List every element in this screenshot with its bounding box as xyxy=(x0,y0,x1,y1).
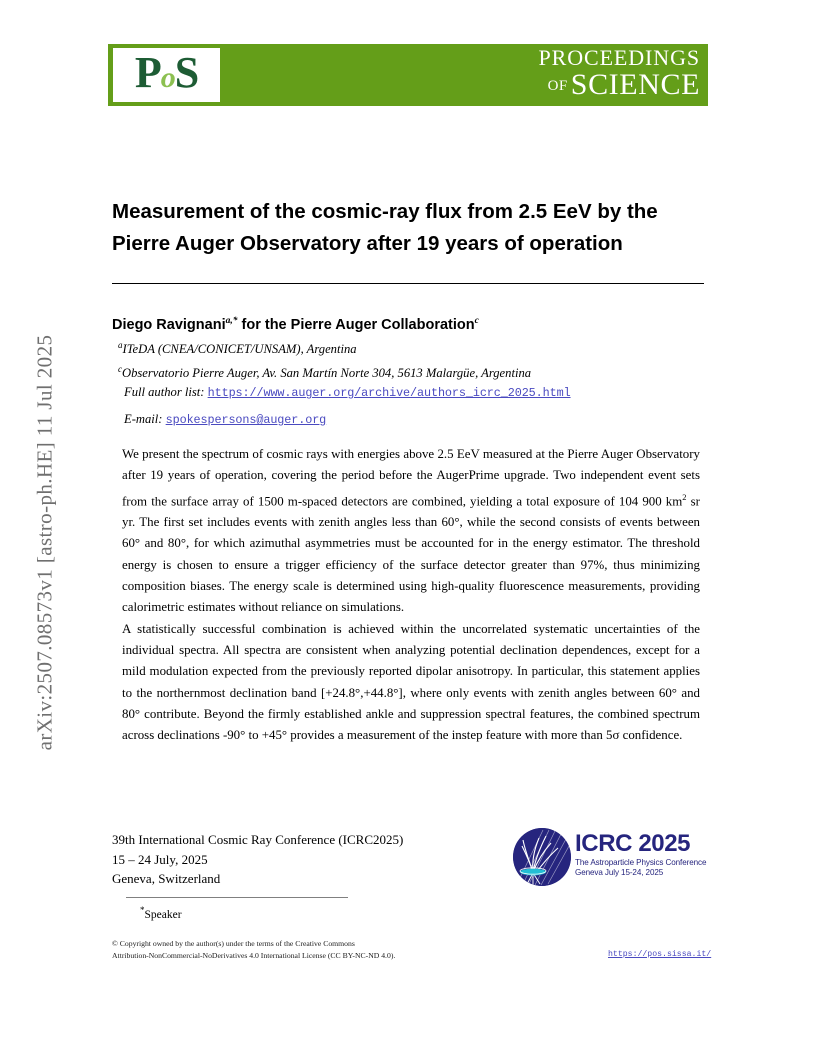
full-author-list-link[interactable]: https://www.auger.org/archive/authors_ic… xyxy=(207,386,571,401)
pos-logo-s: S xyxy=(174,48,200,97)
pos-logo-text: PoS xyxy=(134,48,200,97)
email-link[interactable]: spokespersons@auger.org xyxy=(165,413,327,428)
conference-location: Geneva, Switzerland xyxy=(112,871,221,886)
footnote-divider xyxy=(126,897,348,898)
pos-site-link[interactable]: https://pos.sissa.it/ xyxy=(608,950,712,959)
pos-wordmark-of: OF xyxy=(547,78,568,94)
abstract: We present the spectrum of cosmic rays w… xyxy=(122,444,700,746)
icrc-badge-icon xyxy=(513,828,571,886)
pos-wordmark: PROCEEDINGS OF SCIENCE xyxy=(539,47,700,100)
arxiv-stamp-text: arXiv:2507.08573v1 [astro-ph.HE] 11 Jul … xyxy=(32,334,57,751)
pos-logo-p: P xyxy=(134,48,162,97)
author-name: Diego Ravignani xyxy=(112,316,226,333)
author-line: Diego Ravignania,* for the Pierre Auger … xyxy=(112,312,708,334)
icrc-wordmark-text: ICRC 2025 xyxy=(575,830,691,857)
footnote-marker: * xyxy=(140,905,145,915)
conference-dates: 15 – 24 July, 2025 xyxy=(112,851,208,867)
copyright-line-1: © Copyright owned by the author(s) under… xyxy=(112,939,355,948)
pos-logo-o: o xyxy=(160,61,176,94)
copyright-notice: © Copyright owned by the author(s) under… xyxy=(112,938,532,961)
affiliation-c-marker: c xyxy=(118,364,122,375)
abstract-paragraph-1: We present the spectrum of cosmic rays w… xyxy=(122,444,700,619)
icrc-wordmark: ICRC 2025 The Astroparticle Physics Conf… xyxy=(575,831,709,878)
icrc-logo: ICRC 2025 The Astroparticle Physics Conf… xyxy=(513,828,709,888)
arxiv-stamp: arXiv:2507.08573v1 [astro-ph.HE] 11 Jul … xyxy=(0,0,57,1056)
abstract-p1-exponent: 2 xyxy=(682,491,687,502)
air-shower-icon xyxy=(513,828,571,886)
conference-name: 39th International Cosmic Ray Conference… xyxy=(112,832,404,847)
footnote-text: Speaker xyxy=(144,908,182,921)
abstract-p1-post: sr yr. The first set includes events wit… xyxy=(122,493,700,615)
icrc-tagline-2: Geneva July 15-24, 2025 xyxy=(575,868,664,877)
email-label: E-mail: xyxy=(124,412,163,427)
pos-wordmark-line2: OF SCIENCE xyxy=(539,70,700,100)
icrc-tagline-1: The Astroparticle Physics Conference xyxy=(575,858,707,867)
page-title: Measurement of the cosmic-ray flux from … xyxy=(112,200,658,255)
title-divider xyxy=(112,283,704,284)
affiliation-a-marker: a xyxy=(118,339,123,350)
conference-info: 39th International Cosmic Ray Conference… xyxy=(112,830,512,889)
pos-logo: PoS xyxy=(113,48,220,102)
full-author-list: Full author list: https://www.auger.org/… xyxy=(112,384,708,402)
affiliation-a-text: ITeDA (CNEA/CONICET/UNSAM), Argentina xyxy=(122,342,357,357)
author-collaboration-text: for the Pierre Auger Collaboration xyxy=(237,316,475,333)
footnote-speaker: *Speaker xyxy=(140,903,182,923)
abstract-paragraph-2: A statistically successful combination i… xyxy=(122,621,700,743)
pos-wordmark-line1: PROCEEDINGS xyxy=(538,45,700,70)
author-block: Diego Ravignania,* for the Pierre Auger … xyxy=(112,312,708,429)
author-affiliation-marker: a,* xyxy=(225,316,238,326)
collaboration-affiliation-marker: c xyxy=(474,316,479,326)
pos-wordmark-science: SCIENCE xyxy=(570,68,700,101)
copyright-line-2: Attribution-NonCommercial-NoDerivatives … xyxy=(112,950,396,960)
full-author-list-label: Full author list: xyxy=(124,385,205,400)
affiliation-c-text: Observatorio Pierre Auger, Av. San Martí… xyxy=(122,366,532,381)
affiliation-a: aITeDA (CNEA/CONICET/UNSAM), Argentina xyxy=(112,337,708,358)
affiliation-c: cObservatorio Pierre Auger, Av. San Mart… xyxy=(112,361,708,382)
abstract-p1-pre: We present the spectrum of cosmic rays w… xyxy=(122,447,700,508)
email-row: E-mail: spokespersons@auger.org xyxy=(112,411,708,429)
pos-journal-banner: PoS PROCEEDINGS OF SCIENCE xyxy=(108,44,708,106)
